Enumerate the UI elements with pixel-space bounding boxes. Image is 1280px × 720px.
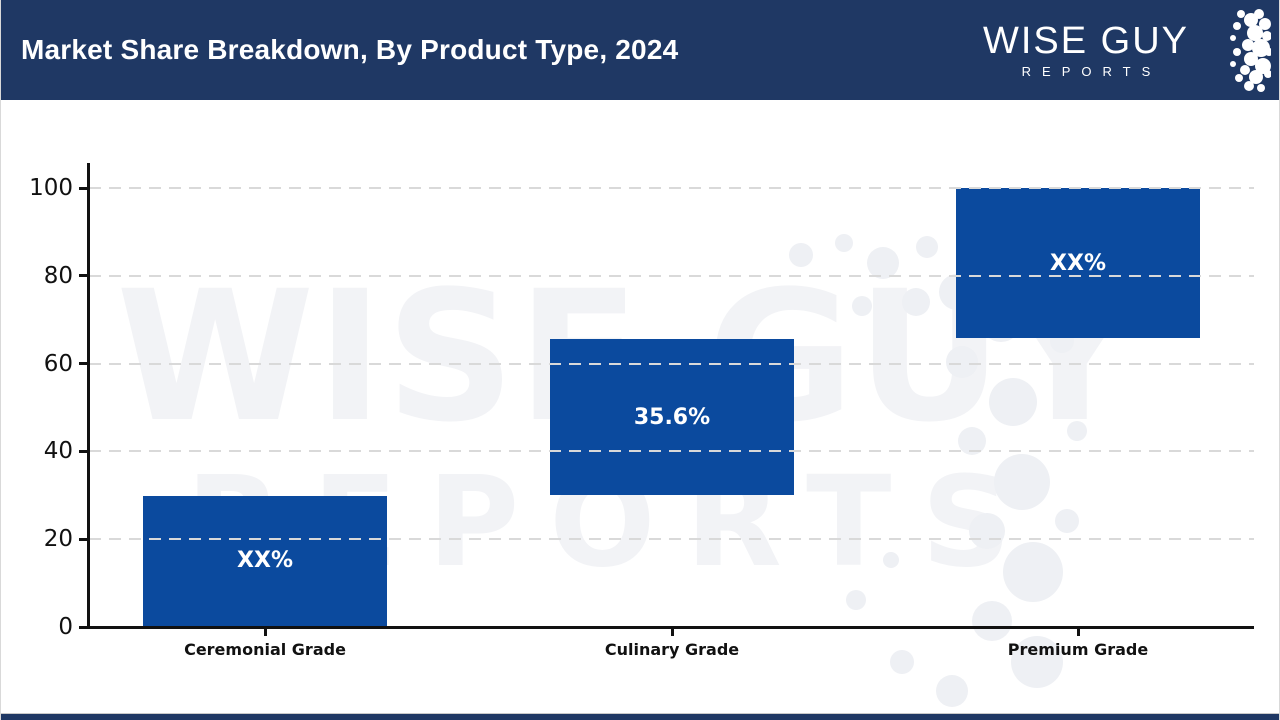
y-tick xyxy=(79,625,89,629)
chart-bar: 35.6% xyxy=(550,339,794,495)
y-tick-label: 0 xyxy=(58,614,73,640)
y-tick-label: 100 xyxy=(29,175,73,201)
chart-bar: XX% xyxy=(143,495,387,626)
x-tick xyxy=(671,627,674,636)
gridline xyxy=(89,187,1254,189)
bar-value-label: 35.6% xyxy=(633,404,711,430)
x-tick-label: Premium Grade xyxy=(1007,640,1149,659)
y-tick xyxy=(79,186,89,190)
logo-text: WISE GUY REPORTS xyxy=(983,21,1189,79)
y-tick-label: 60 xyxy=(43,350,73,377)
gridline xyxy=(89,362,1254,365)
chart-bar: XX% xyxy=(956,188,1200,339)
header: Market Share Breakdown, By Product Type,… xyxy=(1,0,1279,100)
x-tick-label: Culinary Grade xyxy=(604,640,740,659)
x-axis-line xyxy=(87,626,1254,629)
gridline xyxy=(89,274,1254,277)
y-tick xyxy=(79,449,89,453)
y-axis-line xyxy=(87,163,90,629)
y-tick xyxy=(79,362,89,366)
y-tick-label: 80 xyxy=(43,262,73,289)
y-tick-label: 40 xyxy=(43,438,73,465)
x-tick-label: Ceremonial Grade xyxy=(184,640,346,659)
logo-head-icon xyxy=(1230,9,1271,92)
y-tick-label: 20 xyxy=(43,526,73,553)
logo-tagline: REPORTS xyxy=(1021,64,1162,79)
bar-value-label: XX% xyxy=(237,548,293,574)
y-tick xyxy=(79,537,89,541)
bar-value-label: XX% xyxy=(1050,250,1106,276)
y-tick xyxy=(79,274,89,278)
x-tick xyxy=(264,627,267,636)
page-title: Market Share Breakdown, By Product Type,… xyxy=(21,34,679,65)
logo-name: WISE GUY xyxy=(982,20,1189,62)
gridline xyxy=(89,538,1254,541)
wiseguy-logo: WISE GUY REPORTS xyxy=(983,4,1271,96)
footer-bar xyxy=(1,713,1279,720)
gridline xyxy=(89,450,1254,453)
x-tick xyxy=(1077,627,1080,636)
